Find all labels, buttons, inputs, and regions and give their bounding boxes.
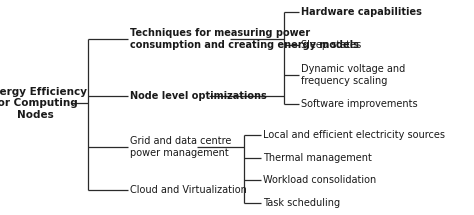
- Text: Task scheduling: Task scheduling: [263, 198, 340, 208]
- Text: Thermal management: Thermal management: [263, 153, 372, 163]
- Text: Sleep states: Sleep states: [301, 40, 361, 50]
- Text: Node level optimizations: Node level optimizations: [130, 91, 267, 101]
- Text: Hardware capabilities: Hardware capabilities: [301, 7, 422, 17]
- Text: Cloud and Virtualization: Cloud and Virtualization: [130, 185, 247, 195]
- Text: Software improvements: Software improvements: [301, 99, 418, 109]
- Text: Dynamic voltage and
frequency scaling: Dynamic voltage and frequency scaling: [301, 64, 405, 86]
- Text: Techniques for measuring power
consumption and creating energy models: Techniques for measuring power consumpti…: [130, 28, 359, 49]
- Text: Energy Efficiency
for Computing
Nodes: Energy Efficiency for Computing Nodes: [0, 87, 87, 120]
- Text: Grid and data centre
power management: Grid and data centre power management: [130, 137, 232, 158]
- Text: Workload consolidation: Workload consolidation: [263, 175, 376, 184]
- Text: Local and efficient electricity sources: Local and efficient electricity sources: [263, 131, 445, 140]
